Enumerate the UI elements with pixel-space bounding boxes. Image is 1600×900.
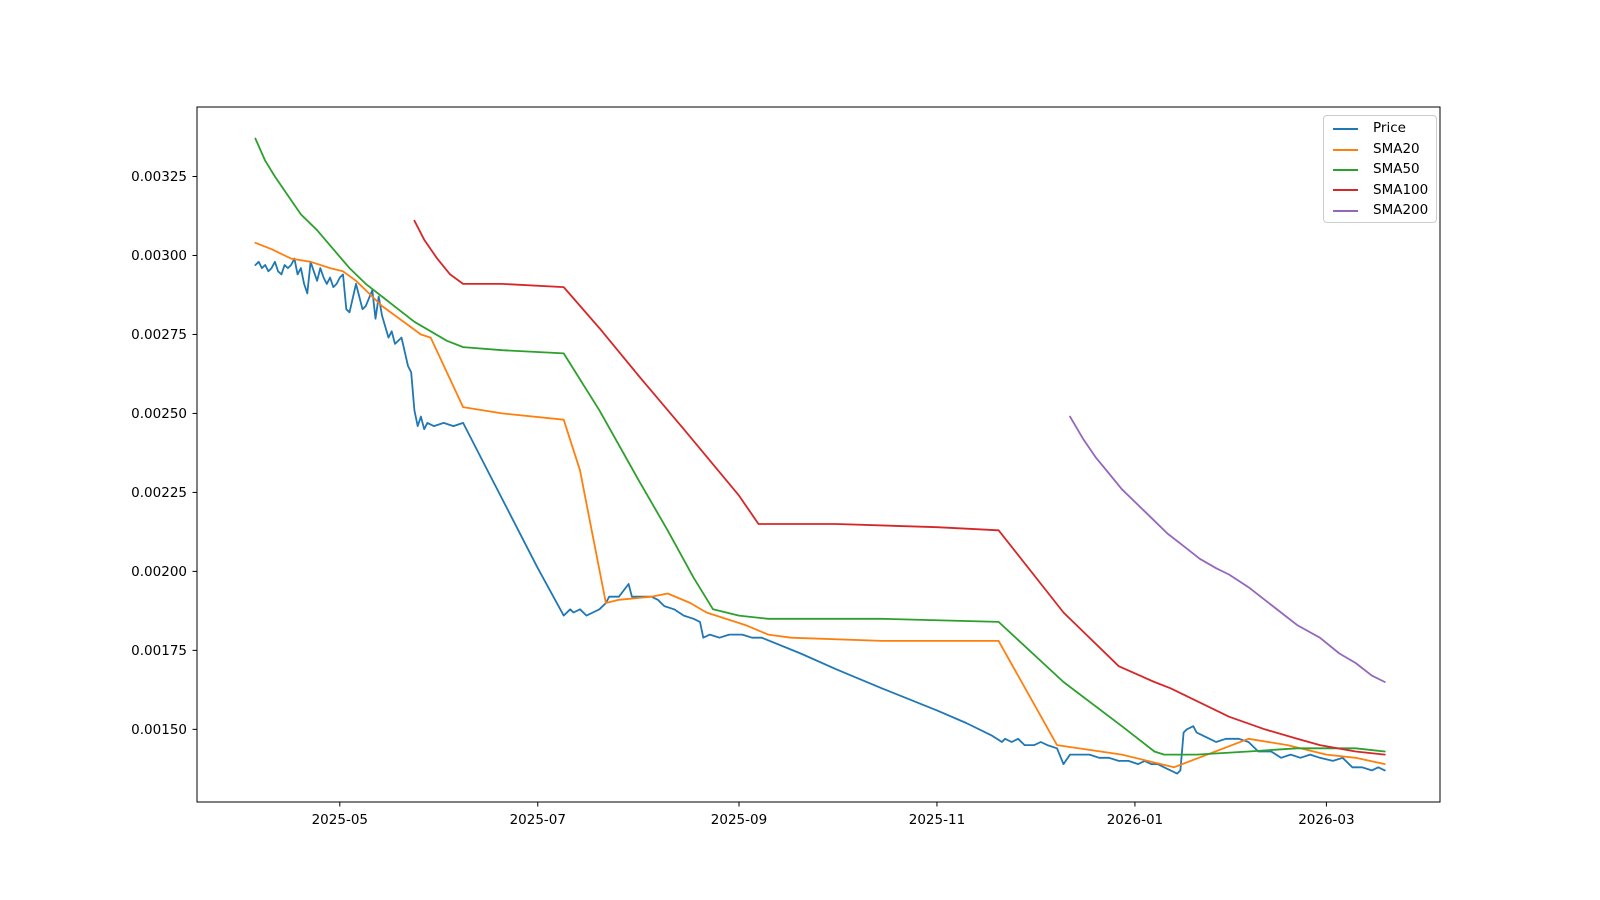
sma200-line-swatch (1333, 209, 1358, 212)
legend-label-price: Price (1373, 120, 1406, 137)
x-tick-label: 2025-05 (312, 812, 368, 828)
y-tick-label: 0.00325 (131, 169, 187, 185)
x-tick-label: 2025-07 (510, 812, 566, 828)
sma50-line (254, 137, 1386, 756)
sma50-line-swatch (1333, 168, 1358, 171)
legend-label-sma200: SMA200 (1373, 202, 1429, 218)
y-tick-label: 0.00225 (131, 485, 187, 501)
x-tick-label: 2025-11 (909, 812, 965, 828)
y-tick-label: 0.00250 (131, 406, 187, 422)
legend-item-sma50: SMA50 (1324, 160, 1436, 180)
y-tick-label: 0.00200 (131, 564, 187, 580)
price-line-swatch (1333, 128, 1358, 131)
y-tick-label: 0.00275 (131, 327, 187, 343)
sma100-line-swatch (1333, 189, 1358, 192)
y-tick-label: 0.00150 (131, 722, 187, 738)
legend-item-sma100: SMA100 (1324, 180, 1436, 200)
sma100-line (413, 219, 1386, 756)
plot-frame (196, 106, 1441, 803)
legend-item-sma20: SMA20 (1324, 139, 1436, 159)
legend-item-sma200: SMA200 (1324, 201, 1436, 221)
legend-label-sma50: SMA50 (1373, 161, 1420, 178)
legend-label-sma20: SMA20 (1373, 140, 1420, 157)
x-tick-label: 2026-01 (1107, 812, 1163, 828)
legend: Price SMA20 SMA50 SMA100 SMA200 (1323, 115, 1437, 223)
legend-item-price: Price (1324, 119, 1436, 139)
sma200-line (1069, 415, 1386, 683)
x-tick-label: 2026-03 (1298, 812, 1354, 828)
y-tick-label: 0.00300 (131, 248, 187, 264)
sma20-line (254, 241, 1386, 769)
legend-label-sma100: SMA100 (1373, 181, 1429, 198)
sma20-line-swatch (1333, 148, 1358, 151)
x-tick-label: 2025-09 (711, 812, 767, 828)
y-tick-label: 0.00175 (131, 643, 187, 659)
